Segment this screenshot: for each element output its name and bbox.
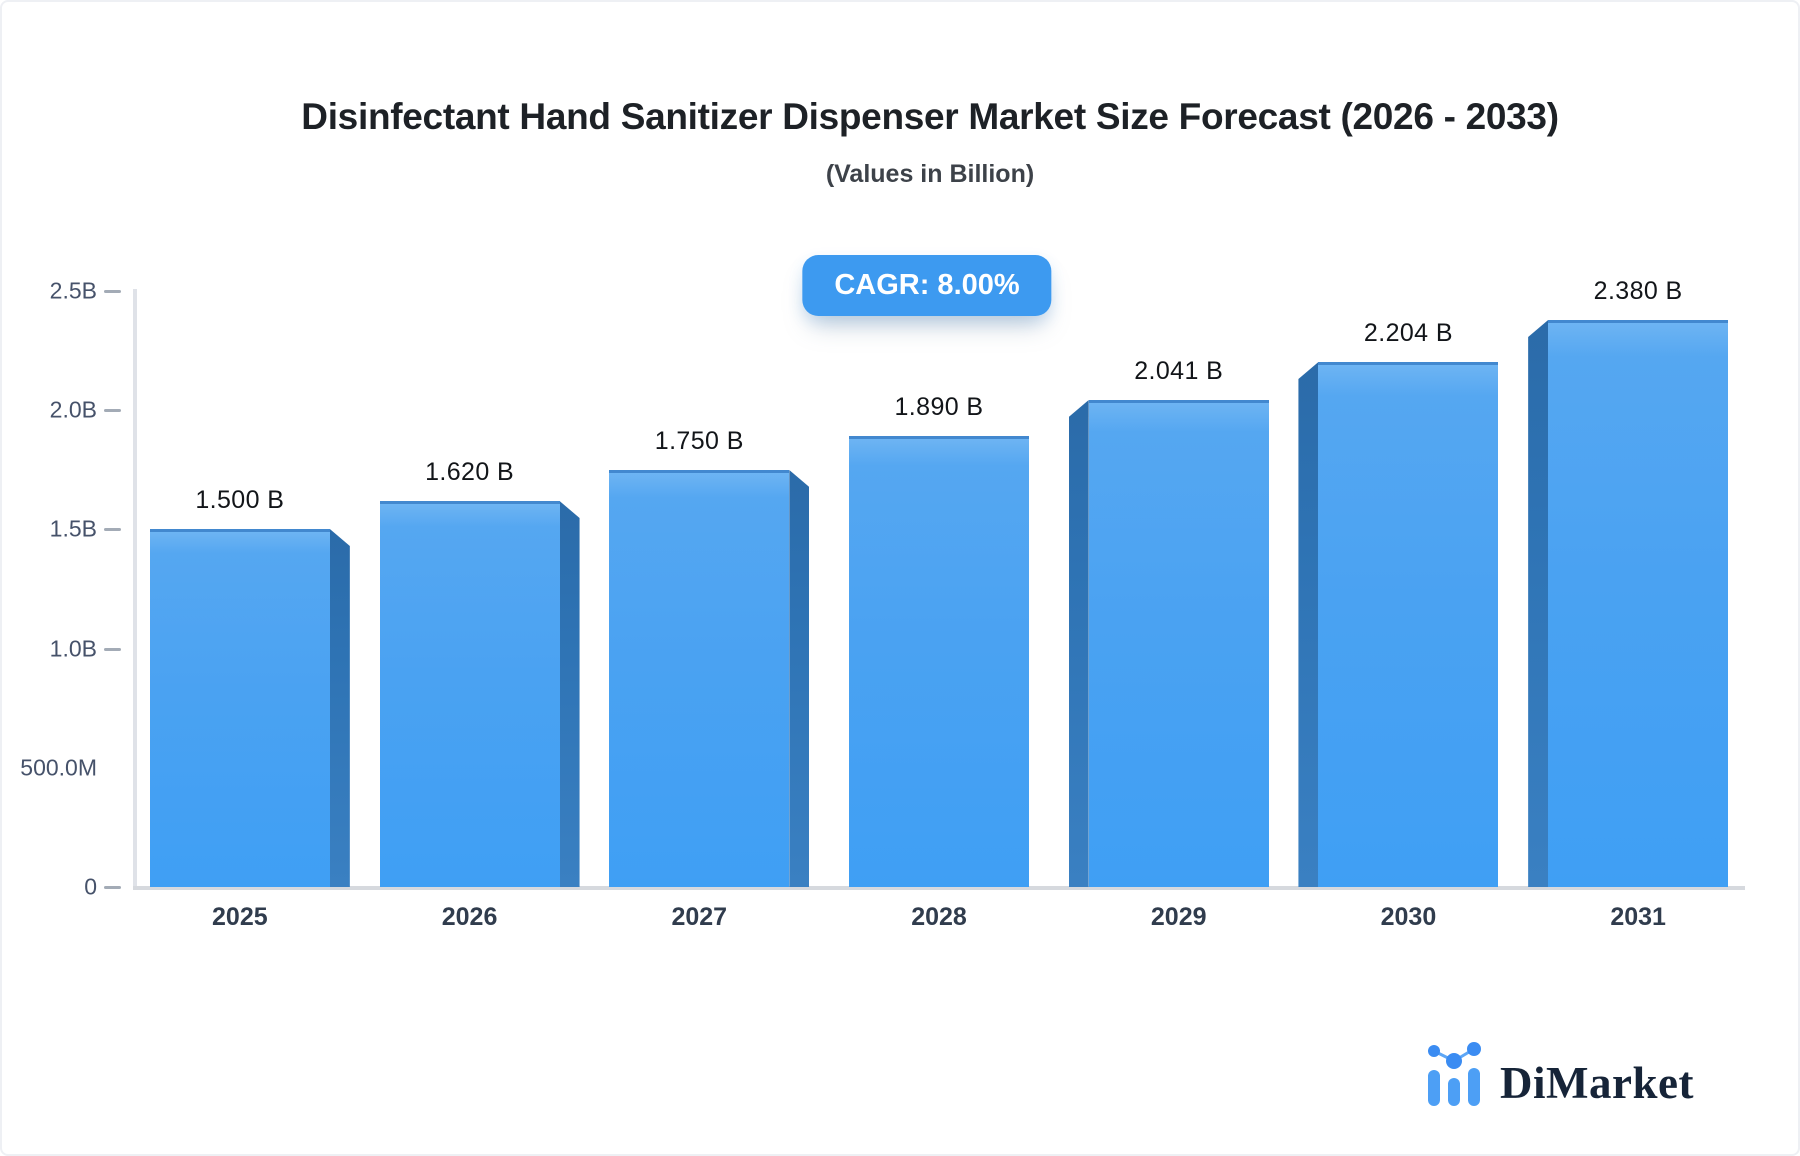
bar bbox=[609, 470, 790, 887]
bar bbox=[1318, 362, 1499, 887]
y-axis-tick-label: 1.5B bbox=[49, 515, 97, 542]
bar-value-label: 2.204 B bbox=[1363, 319, 1453, 347]
bar bbox=[149, 529, 330, 887]
y-axis-tick-label: 2.5B bbox=[49, 277, 97, 304]
chart-header: Disinfectant Hand Sanitizer Dispenser Ma… bbox=[62, 96, 1798, 189]
bar-value-label: 1.500 B bbox=[195, 486, 285, 514]
bar-side-face bbox=[789, 470, 810, 887]
y-axis-tick-label: 1.0B bbox=[49, 635, 97, 662]
x-axis-label: 2028 bbox=[911, 903, 967, 931]
chart-title: Disinfectant Hand Sanitizer Dispenser Ma… bbox=[301, 96, 1559, 137]
bar-side-face bbox=[1528, 320, 1549, 887]
bar-value-label: 2.041 B bbox=[1134, 357, 1224, 385]
bar bbox=[1088, 400, 1269, 887]
x-axis-label: 2031 bbox=[1610, 903, 1666, 931]
x-axis-label: 2029 bbox=[1150, 903, 1207, 931]
bar-side-face bbox=[1298, 362, 1319, 887]
bar-side-face bbox=[1068, 400, 1089, 887]
x-axis-label: 2025 bbox=[212, 903, 268, 931]
y-axis: 0 500.0M 1.0B 1.5B 2.0B 2.5B bbox=[2, 242, 135, 900]
y-axis-tick-mark bbox=[104, 290, 121, 293]
bar bbox=[849, 436, 1029, 887]
cagr-badge-label: CAGR: 8.00% bbox=[834, 269, 1020, 301]
y-axis-tick-label: 2.0B bbox=[49, 396, 97, 423]
bar-value-label: 1.750 B bbox=[654, 427, 744, 455]
bar bbox=[379, 501, 560, 887]
bar bbox=[1548, 320, 1729, 887]
bar-chart-logo-icon bbox=[1428, 1042, 1481, 1106]
bar-value-label: 2.380 B bbox=[1593, 277, 1683, 305]
cagr-badge: CAGR: 8.00% bbox=[802, 255, 1052, 316]
dimarket-logo-text: DiMarket bbox=[1500, 1058, 1694, 1108]
x-axis-label: 2030 bbox=[1380, 903, 1437, 931]
bar-side-face bbox=[329, 529, 350, 887]
bar-value-label: 1.890 B bbox=[894, 393, 984, 421]
y-axis-tick-label: 0 bbox=[84, 873, 97, 900]
x-axis-line bbox=[133, 886, 1745, 890]
bar-chart-plot: 1.500 B 2025 1.620 B 2026 1.750 B 2027 1.890 B… bbox=[135, 242, 1743, 931]
y-axis-line bbox=[133, 289, 137, 889]
y-axis-tick-mark bbox=[104, 528, 121, 532]
y-axis-tick-mark bbox=[104, 409, 121, 413]
y-axis-tick-mark bbox=[104, 886, 121, 889]
y-axis-tick-label: 500.0M bbox=[20, 754, 97, 781]
x-axis-label: 2026 bbox=[441, 903, 498, 931]
bar-side-face bbox=[559, 501, 580, 887]
dimarket-logo: DiMarket bbox=[1426, 1040, 1694, 1106]
bar-value-label: 1.620 B bbox=[425, 458, 515, 486]
y-axis-tick-mark bbox=[104, 647, 121, 651]
chart-subtitle: (Values in Billion) bbox=[825, 160, 1035, 188]
x-axis-label: 2027 bbox=[671, 903, 728, 931]
